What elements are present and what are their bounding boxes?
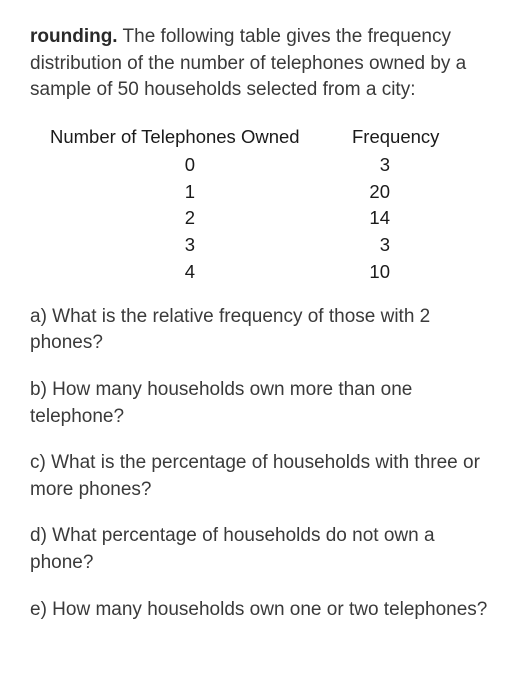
table-row: 120 [30,179,495,206]
cell-phones: 2 [30,205,195,232]
table-row: 214 [30,205,495,232]
table-header-row: Number of Telephones OwnedFrequency [50,126,495,148]
cell-freq: 10 [195,259,390,286]
cell-freq: 3 [195,232,390,259]
cell-freq: 20 [195,179,390,206]
cell-phones: 4 [30,259,195,286]
table-row: 03 [30,152,495,179]
frequency-table: Number of Telephones OwnedFrequency 03 1… [30,126,495,286]
question-b: b) How many households own more than one… [30,377,495,430]
question-c: c) What is the percentage of households … [30,450,495,503]
cell-phones: 3 [30,232,195,259]
table-row: 33 [30,232,495,259]
question-d: d) What percentage of households do not … [30,523,495,576]
cell-freq: 14 [195,205,390,232]
table-header-frequency: Frequency [352,126,439,148]
table-row: 410 [30,259,495,286]
intro-paragraph: rounding. The following table gives the … [30,24,495,104]
cell-freq: 3 [195,152,390,179]
question-e: e) How many households own one or two te… [30,597,495,624]
cell-phones: 1 [30,179,195,206]
cell-phones: 0 [30,152,195,179]
intro-bold-lead: rounding. [30,26,118,47]
question-a: a) What is the relative frequency of tho… [30,304,495,357]
table-header-phones: Number of Telephones Owned [50,126,352,148]
